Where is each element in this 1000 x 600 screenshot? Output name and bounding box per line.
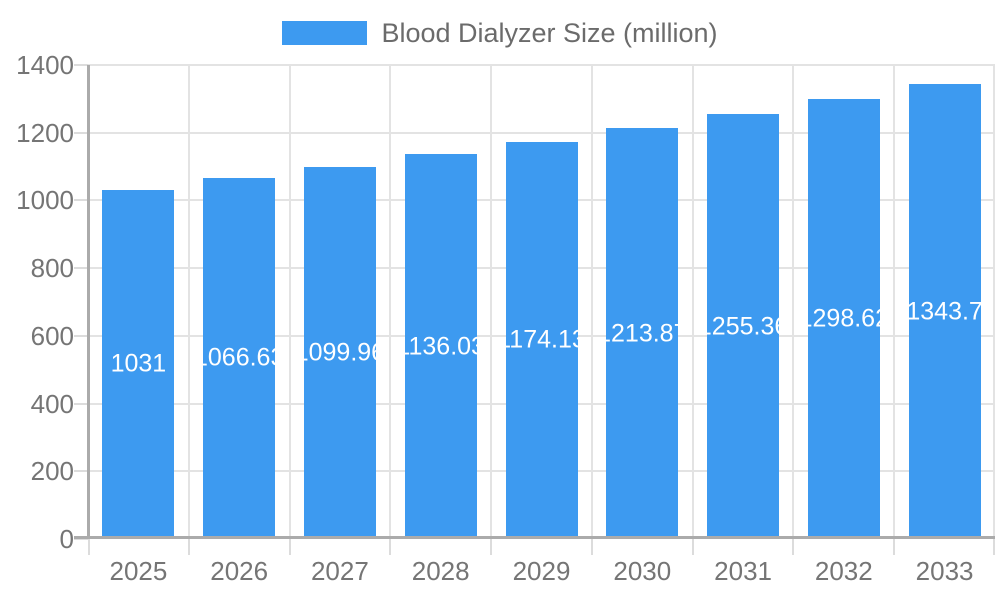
y-axis-label: 1000	[16, 185, 74, 216]
bar-2027[interactable]: 1099.96	[303, 166, 376, 539]
gridline-vertical	[187, 65, 190, 539]
legend: Blood Dialyzer Size (million)	[0, 16, 1000, 50]
y-axis-line	[87, 65, 90, 539]
gridline-vertical	[590, 65, 593, 539]
gridline-vertical	[691, 65, 694, 539]
x-axis-label: 2029	[512, 556, 571, 586]
x-axis-tick	[490, 539, 493, 555]
bar-2031[interactable]: 1255.36	[707, 114, 780, 539]
plot-area: 0 200 400 600 800 1000 1200 1400 1031 2025 1066.63…	[16, 50, 995, 586]
x-axis-label: 2026	[210, 556, 269, 586]
x-axis-label: 2032	[814, 556, 873, 586]
x-axis-tick	[88, 539, 90, 555]
bar-2033[interactable]: 1343.7	[908, 84, 981, 539]
gridline-horizontal	[88, 64, 995, 66]
y-axis-label: 1400	[16, 50, 74, 80]
y-axis-tick	[74, 131, 88, 134]
y-axis-label: 600	[30, 320, 74, 351]
y-axis-tick	[74, 538, 88, 540]
bar-value-label: 1255.36	[707, 312, 779, 340]
x-axis-label: 2030	[613, 556, 672, 586]
gridline-vertical	[893, 65, 896, 539]
bar-2030[interactable]: 1213.87	[606, 128, 679, 539]
x-axis-label: 2028	[411, 556, 470, 586]
x-axis-label: 2031	[714, 556, 773, 586]
gridline-horizontal	[88, 131, 995, 134]
bar-2029[interactable]: 1174.13	[505, 141, 578, 539]
x-axis-tick	[893, 539, 896, 555]
bar-2028[interactable]: 1136.03	[404, 154, 477, 539]
legend-swatch-icon	[282, 21, 368, 45]
bar-value-label: 1174.13	[506, 325, 578, 354]
gridline-vertical	[993, 65, 995, 539]
gridline-vertical	[792, 65, 795, 539]
x-axis-label: 2033	[915, 556, 974, 586]
legend-label: Blood Dialyzer Size (million)	[381, 17, 718, 48]
y-axis-label: 0	[59, 524, 74, 554]
y-axis-tick	[74, 334, 88, 337]
x-axis-tick	[389, 539, 392, 555]
y-axis-label: 1200	[16, 117, 74, 148]
x-axis-label: 2027	[310, 556, 369, 586]
x-axis-tick	[993, 539, 995, 555]
y-axis-label: 400	[30, 388, 74, 419]
bar-value-label: 1031	[110, 349, 167, 378]
gridline-vertical	[490, 65, 493, 539]
y-axis-tick	[74, 402, 88, 405]
bar-2026[interactable]: 1066.63	[203, 177, 276, 539]
y-axis-tick	[74, 470, 88, 473]
gridline-vertical	[288, 65, 291, 539]
x-axis-tick	[691, 539, 694, 555]
bar-value-label: 1136.03	[405, 332, 477, 361]
x-axis-tick	[288, 539, 291, 555]
x-axis-label: 2025	[109, 556, 168, 586]
x-axis-tick	[792, 539, 795, 555]
y-axis-label: 200	[30, 456, 74, 487]
y-axis-tick	[74, 64, 88, 66]
y-axis-tick	[74, 199, 88, 202]
x-axis-tick	[590, 539, 593, 555]
x-axis-line	[74, 536, 995, 539]
bar-2025[interactable]: 1031	[102, 189, 175, 539]
bar-value-label: 1213.87	[606, 319, 678, 347]
x-axis-tick	[187, 539, 190, 555]
bar-value-label: 1066.63	[203, 343, 275, 372]
y-axis-tick	[74, 267, 88, 270]
legend-item[interactable]: Blood Dialyzer Size (million)	[282, 17, 718, 49]
y-axis-label: 800	[30, 253, 74, 284]
gridline-vertical	[389, 65, 392, 539]
bar-value-label: 1099.96	[304, 338, 376, 367]
bar-value-label: 1343.7	[908, 297, 981, 326]
